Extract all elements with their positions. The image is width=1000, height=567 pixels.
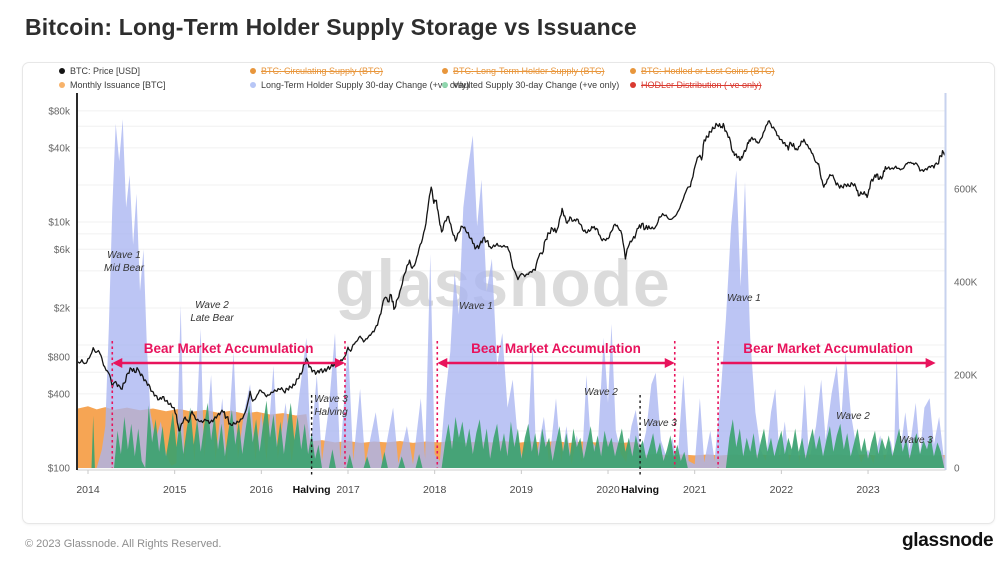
legend-item[interactable]: BTC: Circulating Supply (BTC) (250, 66, 383, 76)
svg-text:2018: 2018 (423, 484, 447, 496)
glassnode-watermark: glassnode (335, 246, 670, 320)
svg-text:$100: $100 (48, 464, 71, 475)
glassnode-logo: glassnode (902, 530, 994, 551)
vaulted-supply-area (91, 400, 945, 468)
legend-dot-icon (59, 82, 65, 88)
svg-text:2020: 2020 (596, 484, 620, 496)
svg-text:$2k: $2k (54, 303, 71, 314)
legend-label: Long-Term Holder Supply 30-day Change (+… (261, 80, 470, 90)
legend-label: HODLer Distribution (-ve only) (641, 80, 762, 90)
legend-dot-icon (59, 68, 65, 74)
right-axis-ticks: 600K 400K 200K 0 (954, 185, 978, 475)
accumulation-arrow (720, 358, 936, 368)
legend-dot-icon (250, 68, 256, 74)
svg-text:2019: 2019 (510, 484, 534, 496)
svg-text:2016: 2016 (250, 484, 274, 496)
svg-text:2017: 2017 (336, 484, 360, 496)
lth-supply-area (96, 119, 946, 469)
svg-text:$400: $400 (48, 389, 71, 400)
legend-label: BTC: Circulating Supply (BTC) (261, 66, 384, 76)
legend-label: BTC: Long-Term Holder Supply (BTC) (453, 66, 605, 76)
price-line (77, 120, 946, 432)
legend-dot-icon (442, 82, 448, 88)
svg-text:$800: $800 (48, 352, 71, 363)
svg-text:0: 0 (954, 464, 960, 475)
page-title: Bitcoin: Long-Term Holder Supply Storage… (25, 14, 637, 40)
legend-item[interactable]: HODLer Distribution (-ve only) (630, 80, 762, 90)
svg-text:400K: 400K (954, 278, 978, 289)
svg-text:$6k: $6k (54, 245, 71, 256)
left-axis-ticks: $80k $40k $10k $6k $2k $800 $400 $100 (48, 106, 71, 474)
legend-dot-icon (630, 82, 636, 88)
svg-text:600K: 600K (954, 185, 978, 196)
legend-item[interactable]: Vaulted Supply 30-day Change (+ve only) (442, 80, 619, 90)
legend-dot-icon (630, 68, 636, 74)
legend-label: Monthly Issuance [BTC] (70, 80, 166, 90)
svg-text:$80k: $80k (48, 106, 71, 117)
legend-label: BTC: Price [USD] (70, 66, 141, 76)
legend-item[interactable]: Monthly Issuance [BTC] (59, 80, 166, 90)
accumulation-arrow (112, 358, 345, 368)
svg-text:200K: 200K (954, 371, 978, 382)
svg-text:2015: 2015 (163, 484, 187, 496)
svg-text:$10k: $10k (48, 218, 71, 229)
legend-dot-icon (250, 82, 256, 88)
svg-text:2014: 2014 (76, 484, 100, 496)
legend-label: Vaulted Supply 30-day Change (+ve only) (453, 80, 620, 90)
legend-label: BTC: Hodled or Lost Coins (BTC) (641, 66, 775, 76)
svg-text:2023: 2023 (856, 484, 880, 496)
svg-text:2022: 2022 (770, 484, 794, 496)
legend-item[interactable]: BTC: Long-Term Holder Supply (BTC) (442, 66, 605, 76)
x-axis-ticks: 2014 2015 2016 2017 2018 2019 2020 2021 2022 2023 (76, 470, 880, 496)
legend-item[interactable]: Long-Term Holder Supply 30-day Change (+… (250, 80, 469, 90)
accumulation-arrow (437, 358, 675, 368)
svg-text:$40k: $40k (48, 143, 71, 154)
svg-text:2021: 2021 (683, 484, 707, 496)
legend-item[interactable]: BTC: Hodled or Lost Coins (BTC) (630, 66, 775, 76)
legend-dot-icon (442, 68, 448, 74)
halving-label: Halving (621, 484, 659, 496)
footer-copyright: © 2023 Glassnode. All Rights Reserved. (25, 538, 222, 550)
legend-item[interactable]: BTC: Price [USD] (59, 66, 140, 76)
halving-label: Halving (293, 484, 331, 496)
